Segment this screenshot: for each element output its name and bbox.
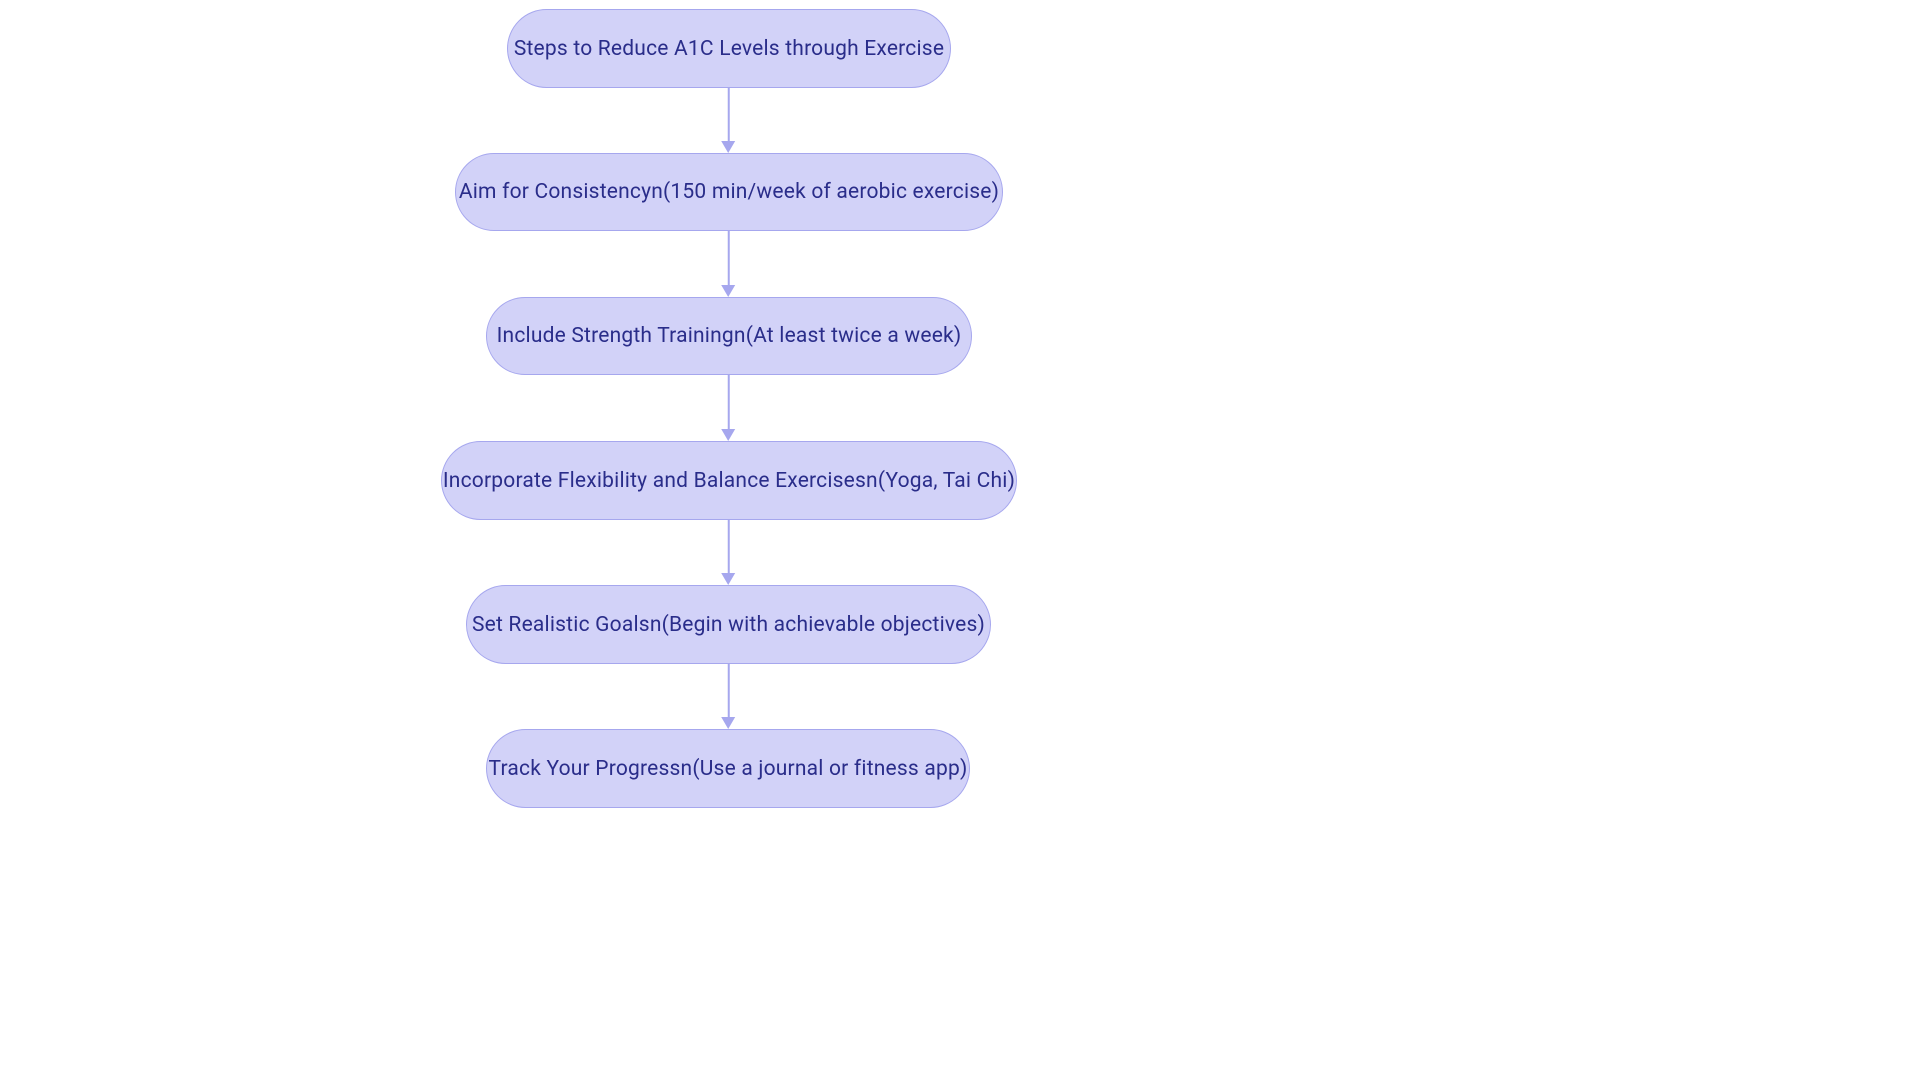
flowchart-node: Aim for Consistencyn(150 min/week of aer… [455, 153, 1003, 231]
node-label: Steps to Reduce A1C Levels through Exerc… [514, 37, 944, 61]
flowchart-arrow-head [721, 429, 735, 441]
node-label: Incorporate Flexibility and Balance Exer… [443, 469, 1015, 493]
flowchart-arrow-head [721, 285, 735, 297]
flowchart-arrow-head [721, 573, 735, 585]
flowchart-arrow [728, 375, 730, 431]
node-label: Set Realistic Goalsn(Begin with achievab… [472, 613, 985, 637]
flowchart-node: Track Your Progressn(Use a journal or fi… [486, 729, 970, 808]
flowchart-arrow [728, 520, 730, 575]
flowchart-arrow [727, 664, 729, 719]
flowchart-arrow-head [721, 717, 735, 729]
node-label: Include Strength Trainingn(At least twic… [497, 324, 962, 348]
flowchart-container: Steps to Reduce A1C Levels through Exerc… [0, 0, 1920, 1083]
flowchart-arrow-head [721, 141, 735, 153]
node-label: Aim for Consistencyn(150 min/week of aer… [459, 180, 999, 204]
node-label: Track Your Progressn(Use a journal or fi… [489, 757, 968, 781]
flowchart-arrow [728, 231, 730, 287]
flowchart-arrow [728, 88, 730, 143]
flowchart-node: Include Strength Trainingn(At least twic… [486, 297, 972, 375]
flowchart-node: Steps to Reduce A1C Levels through Exerc… [507, 9, 951, 88]
flowchart-node: Set Realistic Goalsn(Begin with achievab… [466, 585, 991, 664]
flowchart-node: Incorporate Flexibility and Balance Exer… [441, 441, 1017, 520]
